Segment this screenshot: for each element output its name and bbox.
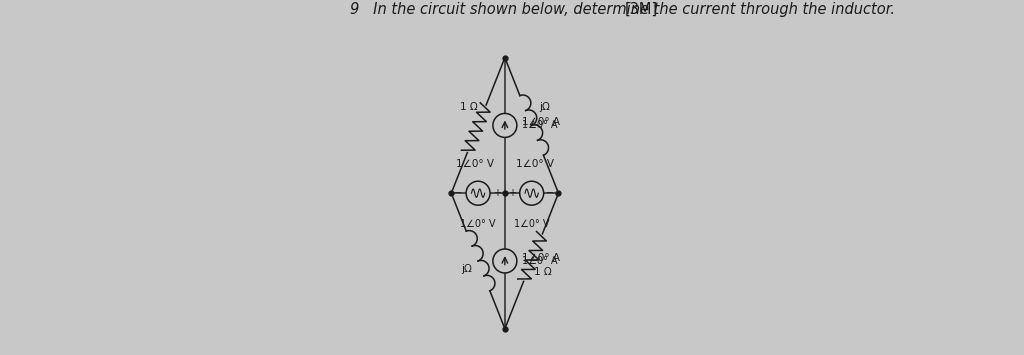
Text: 1∠0° A: 1∠0° A — [521, 120, 557, 130]
Text: 1∠0° V: 1∠0° V — [461, 219, 496, 229]
Text: −: − — [455, 188, 462, 198]
Text: 9   In the circuit shown below, determine the current through the inductor.: 9 In the circuit shown below, determine … — [350, 2, 895, 17]
Text: 1∠0° V: 1∠0° V — [516, 159, 554, 169]
Text: [3M]: [3M] — [625, 2, 657, 17]
Text: 1∠0° A: 1∠0° A — [521, 256, 557, 266]
Text: 1∠0° A: 1∠0° A — [521, 253, 559, 263]
Text: jΩ: jΩ — [461, 264, 472, 274]
Text: +: + — [508, 188, 516, 198]
Text: 1∠0° A: 1∠0° A — [521, 117, 559, 127]
Text: 1 Ω: 1 Ω — [535, 267, 552, 277]
Text: 1∠0° V: 1∠0° V — [456, 159, 494, 169]
Text: 1∠0° V: 1∠0° V — [514, 219, 550, 229]
Text: 1 Ω: 1 Ω — [460, 102, 477, 111]
Text: +: + — [493, 188, 501, 198]
Text: −: − — [546, 188, 554, 198]
Text: jΩ: jΩ — [539, 102, 550, 111]
